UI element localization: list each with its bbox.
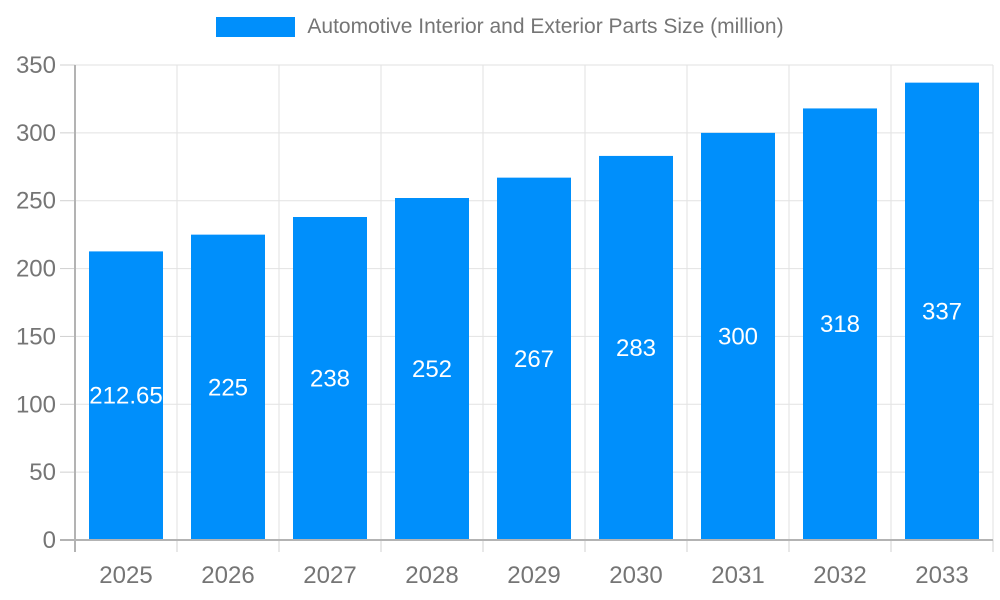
- legend-item[interactable]: Automotive Interior and Exterior Parts S…: [0, 15, 1000, 39]
- y-axis-label: 250: [16, 188, 56, 215]
- bar-2030: [599, 155, 673, 540]
- x-axis-label: 2028: [405, 562, 458, 589]
- y-axis-label: 300: [16, 120, 56, 147]
- bar-value-label: 267: [514, 346, 554, 373]
- x-axis-label: 2032: [813, 562, 866, 589]
- bar-2026: [191, 234, 265, 540]
- y-axis-label: 350: [16, 52, 56, 79]
- bar-value-label: 318: [820, 311, 860, 338]
- x-axis-label: 2025: [99, 562, 152, 589]
- bar-value-label: 283: [616, 335, 656, 362]
- bar-2032: [803, 108, 877, 540]
- x-axis-label: 2031: [711, 562, 764, 589]
- bar-2028: [395, 198, 469, 540]
- bar-2025: [89, 251, 163, 540]
- bar-2031: [701, 132, 775, 540]
- x-axis-label: 2033: [915, 562, 968, 589]
- y-axis-label: 50: [29, 459, 56, 486]
- legend-swatch: [216, 17, 296, 37]
- y-axis-label: 150: [16, 323, 56, 350]
- x-axis-label: 2026: [201, 562, 254, 589]
- bar-value-label: 212.65: [89, 383, 162, 410]
- bar-value-label: 300: [718, 323, 758, 350]
- bar-value-label: 337: [922, 298, 962, 325]
- bar-value-label: 238: [310, 366, 350, 393]
- bar-value-label: 252: [412, 356, 452, 383]
- y-axis-label: 100: [16, 391, 56, 418]
- bar-2027: [293, 217, 367, 540]
- bar-2029: [497, 177, 571, 540]
- bar-value-label: 225: [208, 374, 248, 401]
- x-axis-label: 2030: [609, 562, 662, 589]
- y-axis-label: 200: [16, 256, 56, 283]
- x-axis-label: 2027: [303, 562, 356, 589]
- legend-label: Automotive Interior and Exterior Parts S…: [307, 15, 784, 38]
- x-axis-label: 2029: [507, 562, 560, 589]
- y-axis-label: 0: [43, 527, 56, 554]
- bar-2033: [905, 82, 979, 541]
